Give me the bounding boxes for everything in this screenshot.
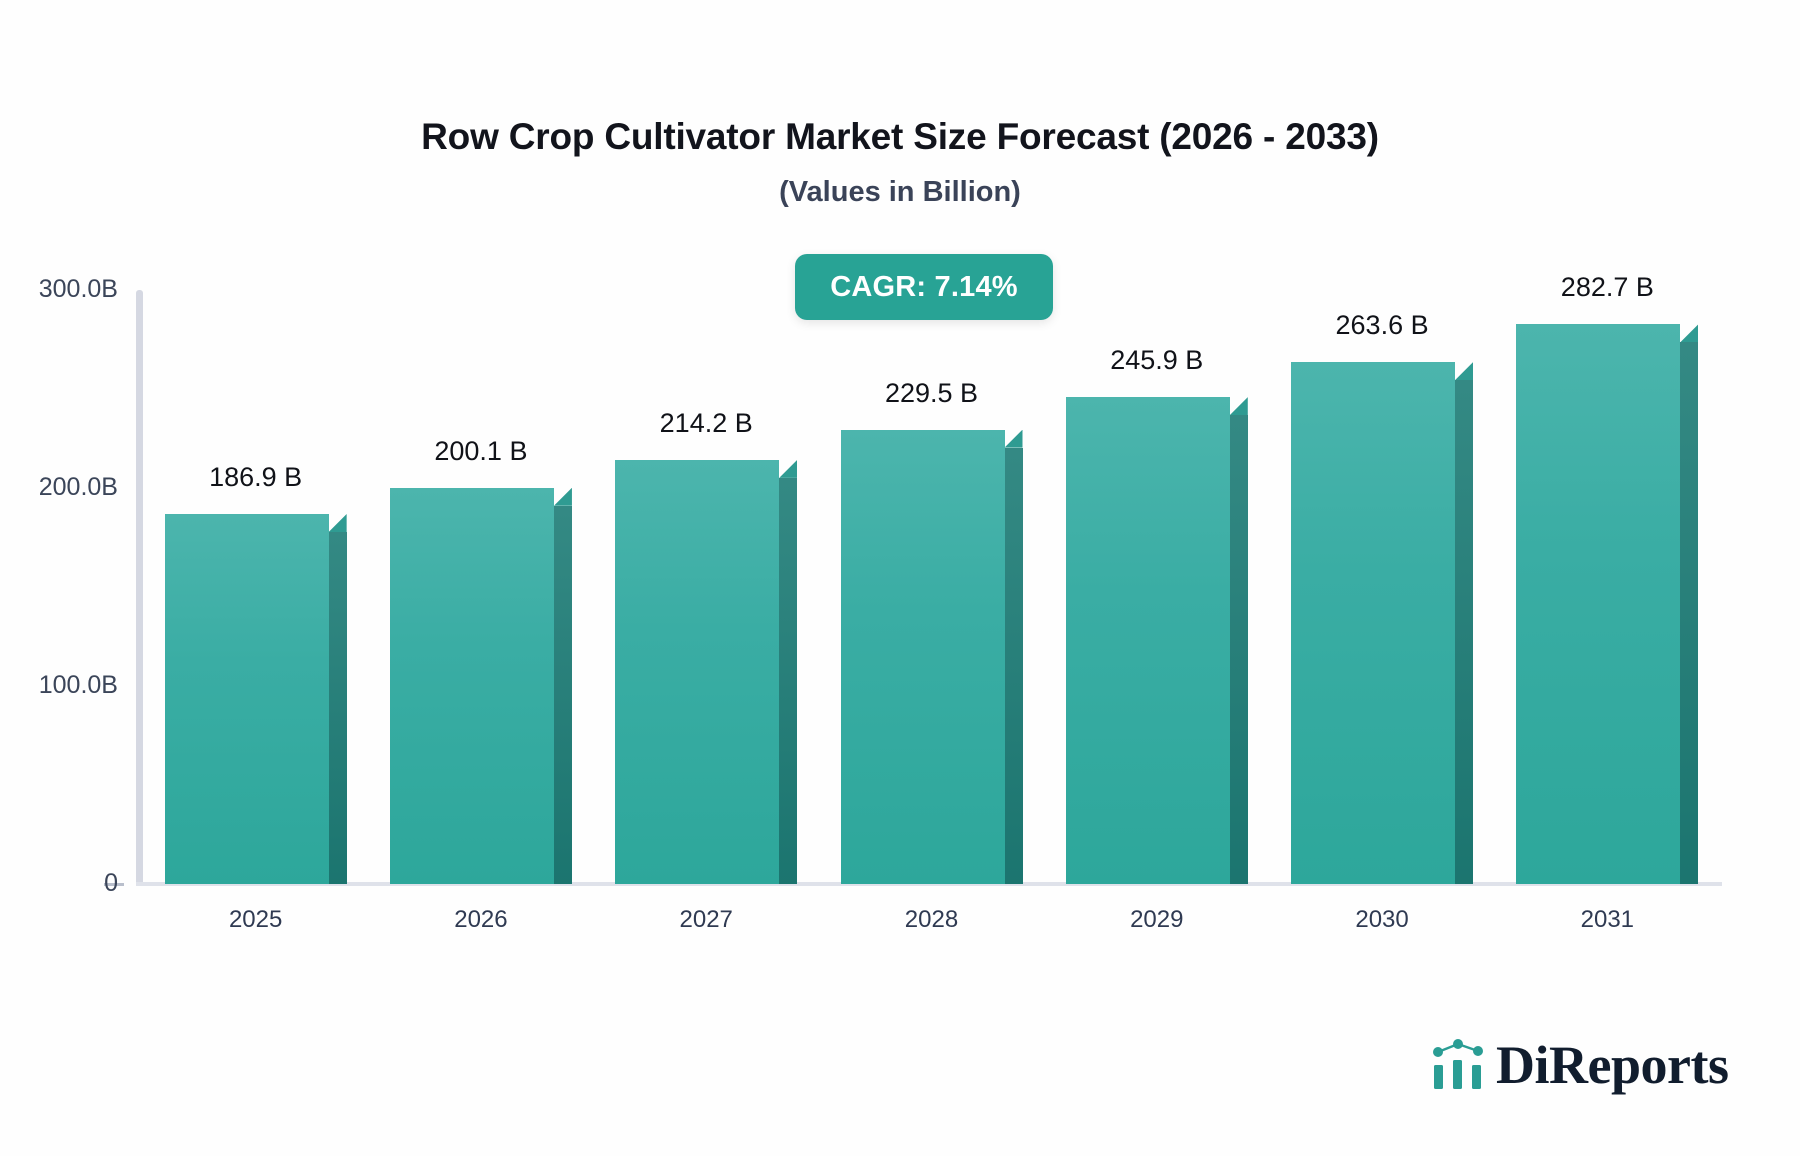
bar[interactable]: [615, 459, 798, 885]
x-axis-tick-label: 2030: [1355, 906, 1409, 933]
bar-top-face: [779, 459, 798, 478]
chart-title: Row Crop Cultivator Market Size Forecast…: [421, 116, 1379, 157]
bar-value-label: 186.9 B: [209, 461, 303, 492]
bar-value-label: 263.6 B: [1335, 310, 1429, 341]
bar-top-face: [553, 487, 572, 506]
y-axis-tick-label: 0: [104, 869, 118, 897]
bar[interactable]: [1065, 397, 1248, 884]
x-axis-tick-label: 2027: [679, 906, 733, 933]
bar[interactable]: [164, 513, 347, 885]
bar-value-label: 214.2 B: [659, 407, 753, 438]
bar[interactable]: [1516, 324, 1699, 884]
bar-front-face: [164, 513, 329, 884]
bar-side-face: [553, 505, 572, 885]
bar-side-face: [1455, 380, 1474, 884]
x-axis-line: [136, 882, 1722, 886]
bar-side-face: [328, 531, 347, 885]
y-axis-tick-label: 200.0B: [38, 473, 118, 501]
bar-top-face: [328, 513, 347, 532]
bar-front-face: [1516, 324, 1681, 884]
y-axis-tick-label: 100.0B: [38, 671, 118, 699]
bar-top-face: [1455, 362, 1474, 381]
chart-subtitle: (Values in Billion): [779, 176, 1021, 208]
bar[interactable]: [389, 487, 572, 885]
logo-text: DiReports: [1496, 1035, 1729, 1095]
direports-logo: DiReports: [1432, 1035, 1729, 1095]
bar-value-label: 229.5 B: [884, 377, 979, 408]
bar-side-face: [1680, 342, 1699, 884]
bar[interactable]: [840, 429, 1023, 885]
bar-chart-icon: [1433, 1039, 1483, 1089]
cagr-badge-label: CAGR: 7.14%: [830, 270, 1018, 303]
bar[interactable]: [1291, 362, 1474, 884]
bar-value-label: 282.7 B: [1560, 272, 1654, 303]
bar-top-face: [1680, 324, 1699, 343]
bar-value-label: 245.9 B: [1110, 345, 1204, 376]
x-axis-tick-label: 2025: [228, 906, 283, 933]
bar-front-face: [615, 459, 780, 884]
y-axis-zero-tick: [104, 883, 124, 886]
x-axis-tick-label: 2029: [1130, 906, 1184, 933]
bar-side-face: [779, 477, 798, 885]
y-axis-line: [136, 290, 143, 885]
bar-side-face: [1229, 415, 1248, 884]
bar-value-label: 200.1 B: [434, 435, 528, 466]
bar-side-face: [1004, 447, 1023, 885]
bar-top-face: [1229, 397, 1248, 416]
x-axis-tick-label: 2031: [1580, 906, 1635, 933]
bar-top-face: [1004, 429, 1023, 448]
bar-front-face: [1065, 397, 1230, 884]
x-axis-tick-label: 2026: [454, 906, 508, 933]
bar-front-face: [1291, 362, 1456, 884]
bar-front-face: [840, 429, 1005, 884]
x-axis-tick-label: 2028: [904, 906, 959, 933]
y-axis-tick-label: 300.0B: [38, 275, 118, 303]
cagr-badge: CAGR: 7.14%: [795, 254, 1053, 320]
bar-front-face: [389, 487, 554, 884]
